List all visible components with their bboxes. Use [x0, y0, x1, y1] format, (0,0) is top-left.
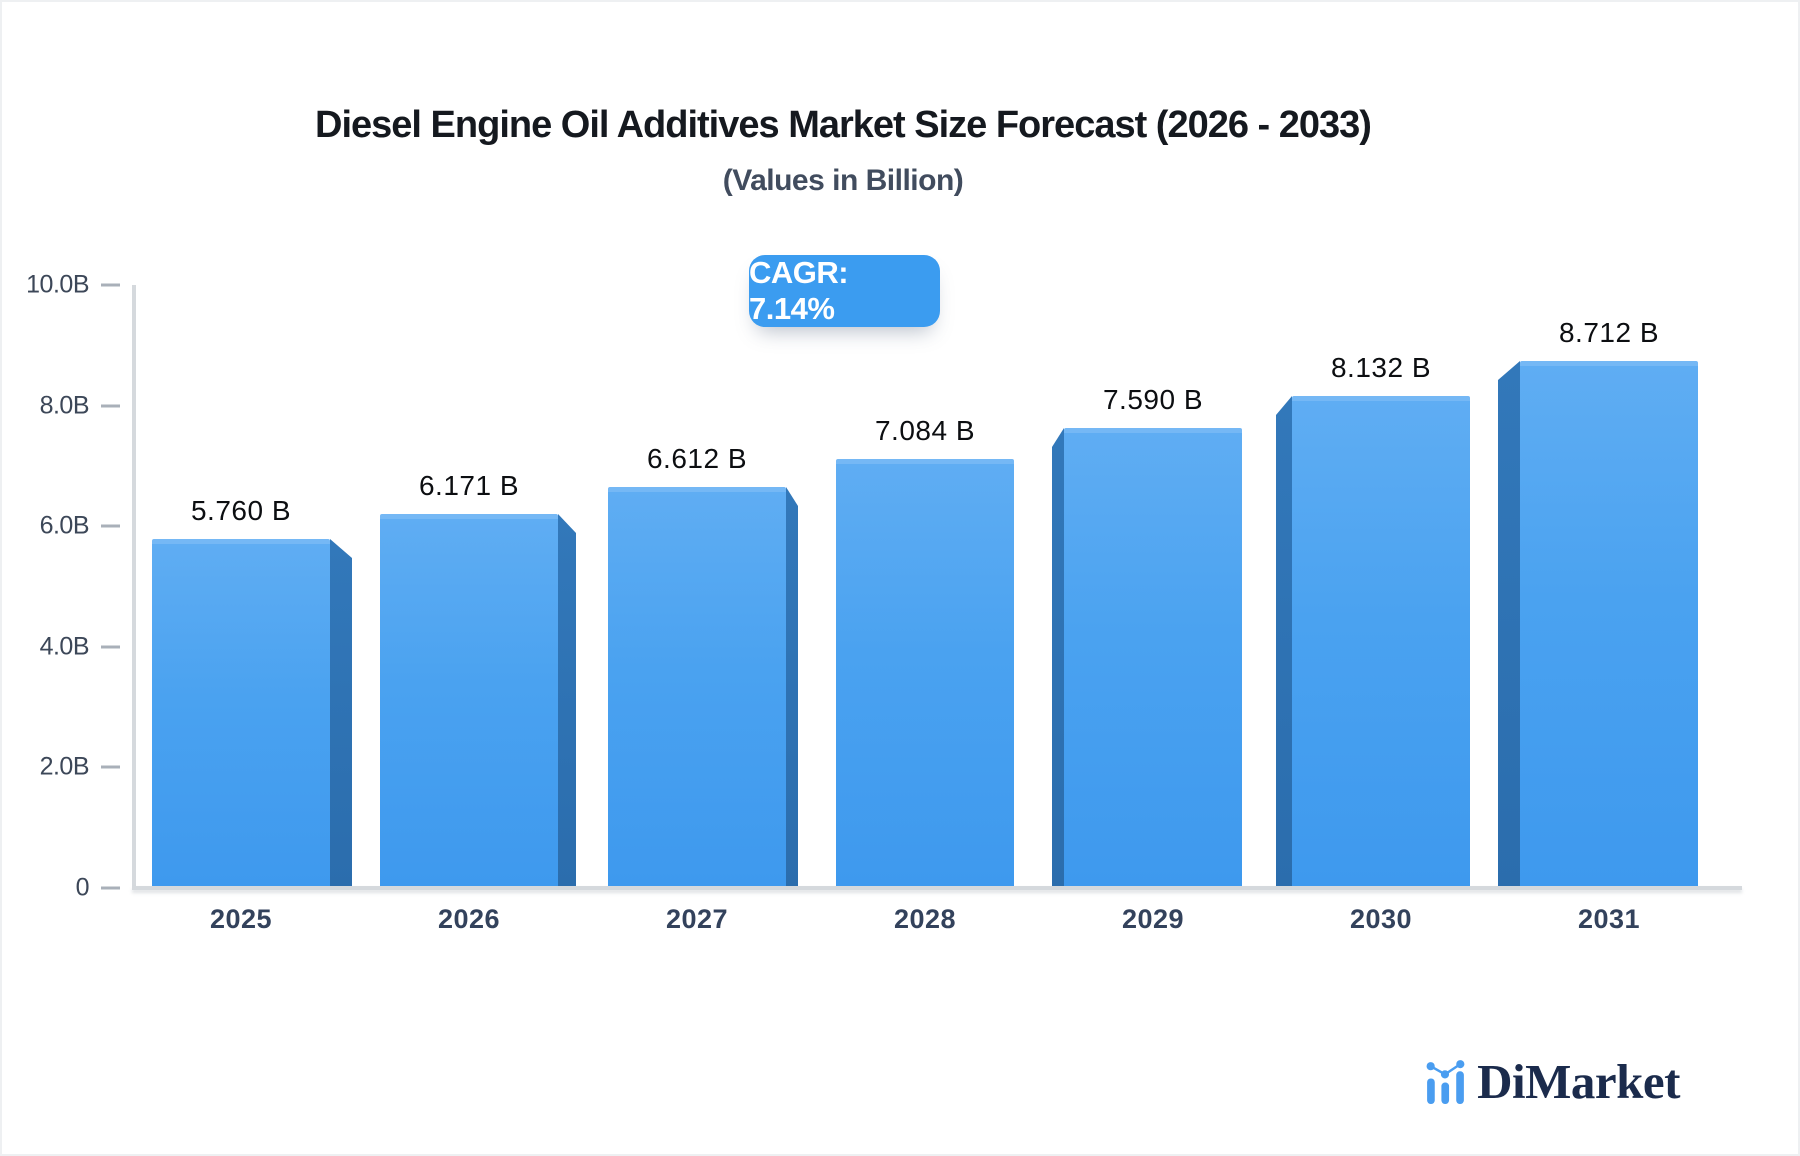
- bar-group: 8.132 B 2030: [1276, 352, 1470, 934]
- bar[interactable]: [836, 459, 1014, 886]
- x-tick-label: 2027: [665, 904, 729, 934]
- y-tick-mark: [101, 524, 120, 528]
- y-tick-label: 2.0B: [39, 752, 90, 781]
- bar-group: 5.760 B 2025: [152, 495, 352, 934]
- bar-value-label: 7.084 B: [874, 415, 976, 446]
- x-tick-label: 2031: [1577, 904, 1641, 934]
- y-tick-mark: [101, 404, 120, 408]
- bar-value-label: 8.712 B: [1558, 317, 1660, 348]
- bar-value-label: 6.171 B: [418, 470, 520, 501]
- y-tick-label: 4.0B: [39, 632, 90, 661]
- y-axis-line: [132, 285, 136, 886]
- x-tick-label: 2026: [437, 904, 501, 934]
- x-tick-label: 2030: [1349, 904, 1413, 934]
- y-tick: 0: [2, 874, 120, 903]
- bar-value-label: 6.612 B: [646, 443, 748, 474]
- bar-group: 7.084 B 2028: [836, 415, 1014, 934]
- y-tick: 10.0B: [2, 271, 120, 300]
- bar-group: 6.612 B 2027: [608, 443, 798, 934]
- x-tick-label: 2025: [209, 904, 273, 934]
- x-tick-label: 2029: [1121, 904, 1185, 934]
- bar-side-face: [1052, 428, 1064, 886]
- y-tick-label: 6.0B: [39, 511, 90, 540]
- bar[interactable]: [1520, 361, 1698, 886]
- bar-group: 6.171 B 2026: [380, 470, 576, 934]
- y-tick: 8.0B: [2, 391, 120, 420]
- y-tick-mark: [101, 886, 120, 890]
- y-tick-label: 10.0B: [26, 270, 89, 299]
- bar[interactable]: [1064, 428, 1242, 886]
- bar[interactable]: [152, 539, 330, 886]
- cagr-badge: CAGR: 7.14%: [749, 255, 940, 327]
- y-tick-mark: [101, 765, 120, 769]
- y-tick-label: 8.0B: [39, 391, 90, 420]
- bar-value-label: 5.760 B: [190, 495, 292, 526]
- dimarket-logo: DiMarket: [1426, 1053, 1680, 1109]
- bar-side-face: [786, 487, 798, 886]
- logo-wordmark: DiMarket: [1477, 1053, 1680, 1109]
- bar-group: 7.590 B 2029: [1052, 384, 1242, 934]
- bar-side-face: [1276, 396, 1292, 886]
- bar-group: 8.712 B 2031: [1498, 317, 1698, 934]
- bar[interactable]: [380, 514, 558, 886]
- bar-side-face: [1498, 361, 1520, 886]
- y-tick: 4.0B: [2, 632, 120, 661]
- y-tick-mark: [101, 283, 120, 287]
- bar-side-face: [558, 514, 576, 886]
- y-tick-label: 0: [75, 873, 90, 902]
- y-tick: 2.0B: [2, 753, 120, 782]
- y-tick-mark: [101, 645, 120, 649]
- bar-chart-logo-icon: [1426, 1060, 1465, 1104]
- bar-side-face: [330, 539, 352, 886]
- y-tick: 6.0B: [2, 512, 120, 541]
- bar-value-label: 8.132 B: [1330, 352, 1432, 383]
- chart-title: Diesel Engine Oil Additives Market Size …: [315, 104, 1372, 146]
- x-tick-label: 2028: [893, 904, 957, 934]
- bar-value-label: 7.590 B: [1102, 384, 1204, 415]
- x-axis-baseline: [132, 886, 1742, 890]
- bar[interactable]: [608, 487, 786, 886]
- chart-subtitle: (Values in Billion): [722, 164, 964, 197]
- bar[interactable]: [1292, 396, 1470, 886]
